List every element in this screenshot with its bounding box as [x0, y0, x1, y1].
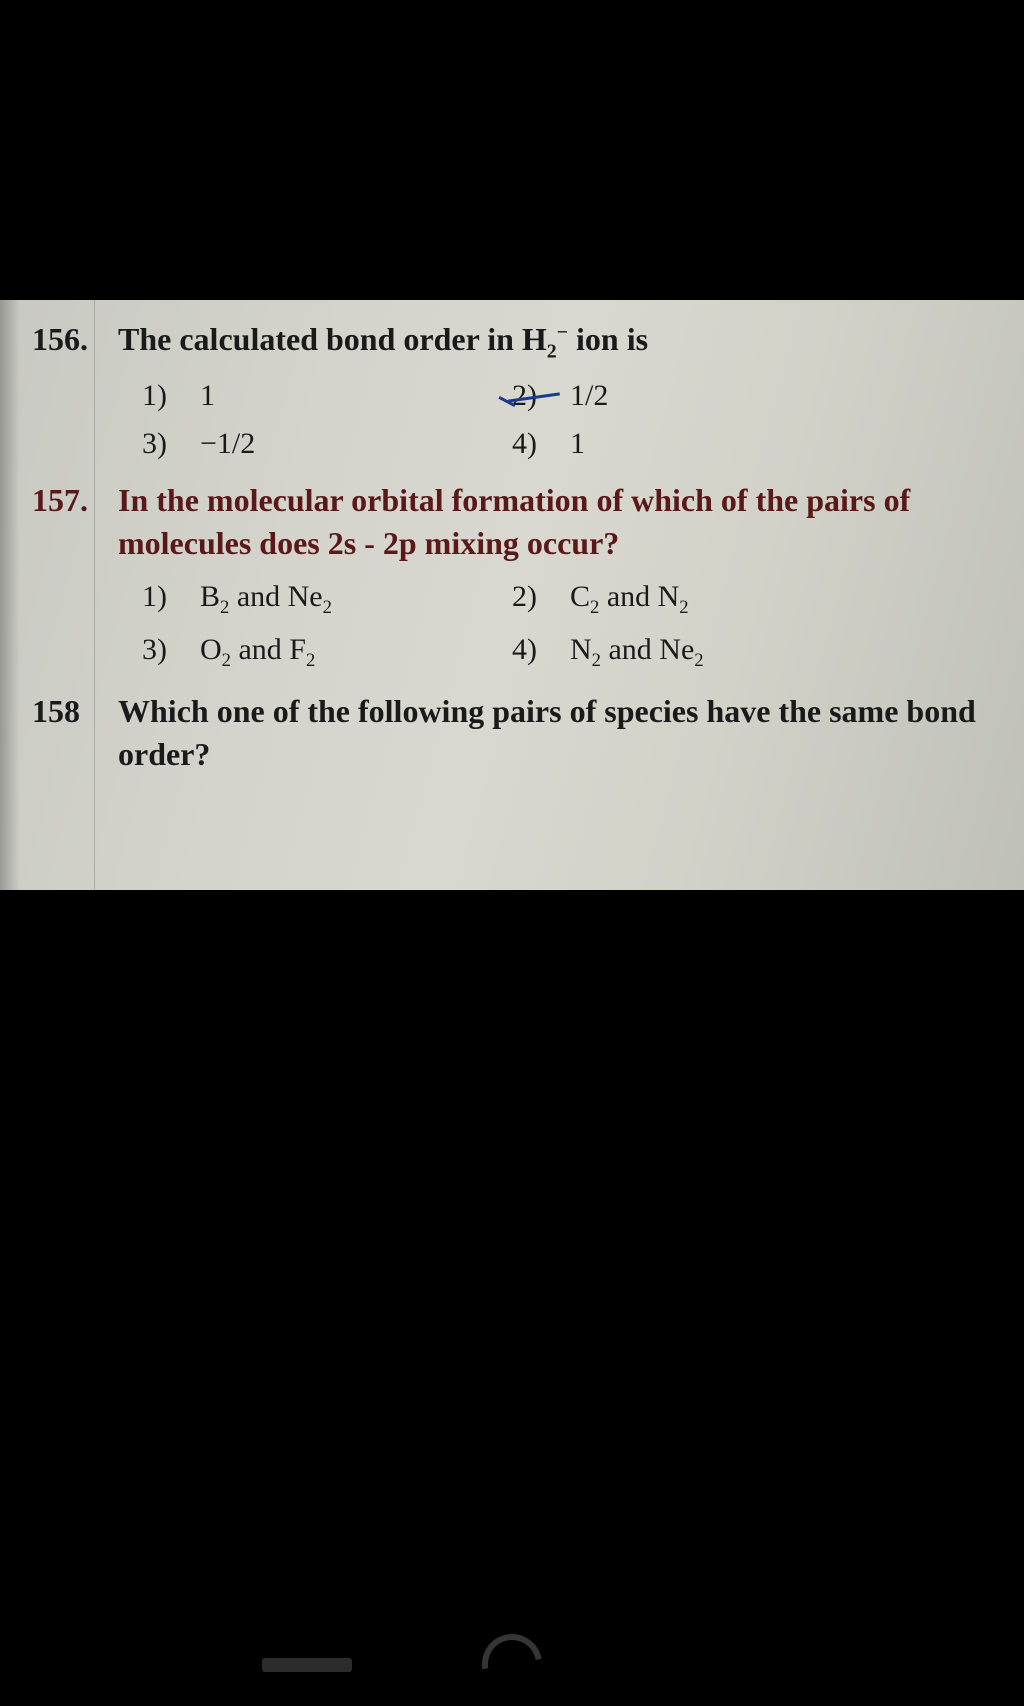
option-text: −1/2: [200, 427, 255, 461]
question-text: Which one of the following pairs of spec…: [118, 690, 996, 776]
option-text: 1/2: [570, 379, 608, 413]
option-1: 1) B2 and Ne2: [142, 580, 502, 619]
option-2: 2) 1/2: [512, 379, 996, 413]
option-4: 4) 1: [512, 427, 996, 461]
option-number: 2): [512, 580, 556, 614]
option-number: 1): [142, 379, 186, 413]
question-number: 157.: [32, 479, 104, 565]
question-stem: 158 Which one of the following pairs of …: [32, 690, 996, 776]
option-1: 1) 1: [142, 379, 502, 413]
question-157: 157. In the molecular orbital formation …: [32, 479, 996, 671]
question-text: The calculated bond order in H2− ion is: [118, 318, 996, 365]
left-shadow: [0, 300, 20, 890]
option-number: 4): [512, 427, 556, 461]
question-number: 158: [32, 690, 104, 776]
option-number: 3): [142, 633, 186, 667]
question-stem: 157. In the molecular orbital formation …: [32, 479, 996, 565]
option-number: 3): [142, 427, 186, 461]
option-text: 1: [570, 427, 585, 461]
option-2: 2) C2 and N2: [512, 580, 996, 619]
question-156: 156. The calculated bond order in H2− io…: [32, 318, 996, 461]
question-text: In the molecular orbital formation of wh…: [118, 479, 996, 565]
partial-ui-chrome: [442, 1614, 582, 1674]
question-number: 156.: [32, 318, 104, 365]
option-4: 4) N2 and Ne2: [512, 633, 996, 672]
question-158: 158 Which one of the following pairs of …: [32, 690, 996, 776]
option-number: 4): [512, 633, 556, 667]
option-text: N2 and Ne2: [570, 633, 704, 672]
textbook-page: 156. The calculated bond order in H2− io…: [0, 300, 1024, 890]
options-grid: 1) B2 and Ne2 2) C2 and N2 3) O2 and F2 …: [142, 580, 996, 672]
option-3: 3) O2 and F2: [142, 633, 502, 672]
option-text: O2 and F2: [200, 633, 315, 672]
option-text: B2 and Ne2: [200, 580, 332, 619]
options-grid: 1) 1 2) 1/2 3) −1/2 4) 1: [142, 379, 996, 461]
bottom-bar-fragment: [262, 1658, 352, 1672]
option-text: C2 and N2: [570, 580, 689, 619]
option-3: 3) −1/2: [142, 427, 502, 461]
question-stem: 156. The calculated bond order in H2− io…: [32, 318, 996, 365]
option-number: 1): [142, 580, 186, 614]
option-text: 1: [200, 379, 215, 413]
arc-icon: [470, 1622, 554, 1706]
